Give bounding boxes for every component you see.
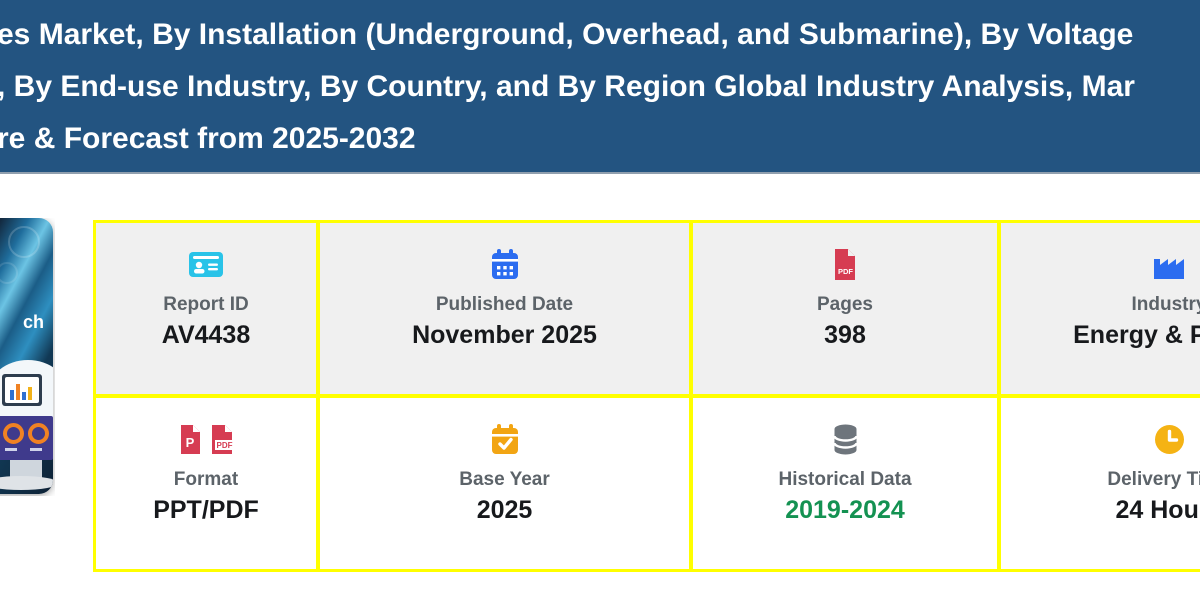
fact-value: PPT/PDF: [153, 496, 259, 524]
fact-cell-pages: PDF Pages 398: [691, 221, 999, 396]
report-cover-thumbnail: ch: [0, 218, 55, 496]
fact-value: November 2025: [412, 321, 597, 349]
pdf-file-icon: PDF: [833, 247, 857, 281]
cover-pedestal-graphic: [10, 460, 42, 480]
page-title-line-1: es Market, By Installation (Underground,…: [0, 18, 1134, 51]
pdf-file-icon: PDF: [211, 424, 234, 454]
fact-cell-format: P PDF Format PPT/PDF: [94, 396, 318, 571]
svg-text:PDF: PDF: [838, 267, 853, 276]
fact-cell-historical-data: Historical Data 2019-2024: [691, 396, 999, 571]
page-title-line-2: , By End-use Industry, By Country, and B…: [0, 70, 1135, 103]
fact-cell-base-year: Base Year 2025: [318, 396, 691, 571]
cover-donut-chart: [28, 423, 49, 444]
calendar-check-icon: [491, 422, 519, 456]
fact-value: Energy & Power: [1073, 321, 1200, 349]
cover-emblem-ring-small: [0, 262, 18, 284]
cover-donut-chart: [3, 423, 24, 444]
fact-label: Delivery Time: [1107, 469, 1200, 490]
id-card-icon: [188, 247, 224, 281]
fact-cell-published-date: Published Date November 2025: [318, 221, 691, 396]
report-title-banner: es Market, By Installation (Underground,…: [0, 0, 1200, 174]
cover-emblem-ring: [8, 226, 40, 258]
fact-label: Historical Data: [778, 469, 912, 490]
cover-infographic-panel: [0, 416, 53, 460]
fact-label: Report ID: [163, 294, 249, 315]
report-cover-image: ch: [0, 218, 53, 494]
svg-text:PDF: PDF: [216, 441, 232, 450]
cover-monitor-graphic: [2, 374, 42, 406]
fact-label: Industry: [1131, 294, 1200, 315]
cover-text-fragment: ch: [23, 312, 45, 332]
calendar-icon: [491, 247, 519, 281]
ppt-pdf-file-icons: P PDF: [179, 422, 234, 456]
fact-value: 2025: [476, 496, 533, 524]
fact-value: 398: [824, 321, 866, 349]
fact-label: Format: [173, 469, 239, 490]
clock-icon: [1154, 422, 1185, 456]
factory-icon: [1152, 247, 1186, 281]
fact-value: 2019-2024: [785, 496, 905, 524]
svg-text:P: P: [185, 435, 194, 450]
fact-label: Published Date: [435, 294, 574, 315]
fact-cell-industry: Industry Energy & Power: [999, 221, 1200, 396]
ppt-file-icon: P: [180, 424, 200, 454]
fact-label: Base Year: [459, 469, 550, 490]
fact-label: Pages: [817, 294, 873, 315]
fact-value: AV4438: [161, 321, 251, 349]
report-facts-table: Report ID AV4438 Published Date November…: [93, 220, 1200, 572]
database-icon: [832, 422, 859, 456]
cover-barchart-graphic: [5, 377, 39, 403]
fact-value: 24 Hours: [1115, 496, 1200, 524]
fact-cell-report-id: Report ID AV4438: [94, 221, 318, 396]
page-title-line-3: re & Forecast from 2025-2032: [0, 122, 416, 155]
fact-cell-delivery-time: Delivery Time 24 Hours: [999, 396, 1200, 571]
cover-shadow-ellipse: [0, 476, 53, 490]
